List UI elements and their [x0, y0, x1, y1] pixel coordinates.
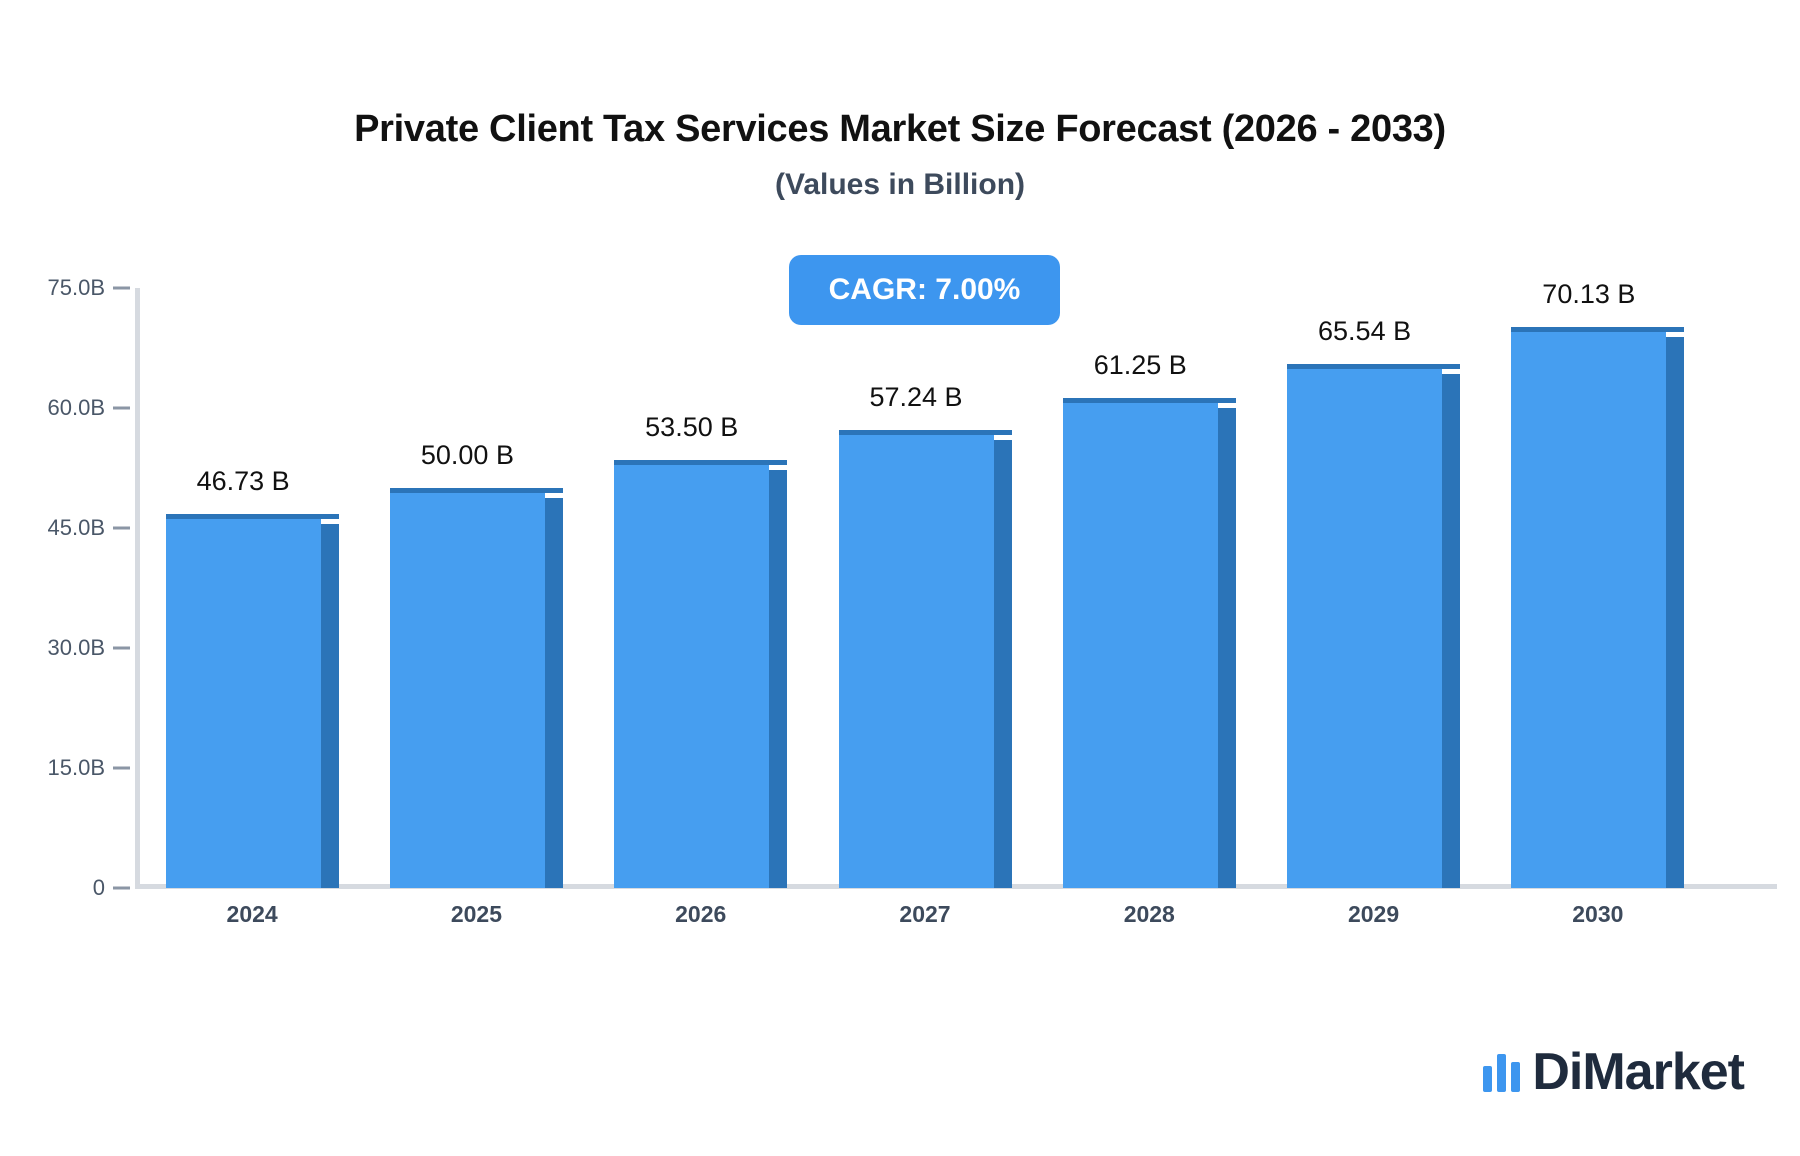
bar-2026[interactable]	[614, 460, 788, 888]
bar-2024[interactable]	[165, 514, 339, 888]
y-axis-tick-mark	[113, 526, 130, 530]
y-axis-tick-mark	[113, 646, 130, 650]
bar-side-face	[1217, 408, 1236, 888]
y-axis-tick-label: 0	[92, 875, 105, 900]
brand-logo-text: DiMarket	[1532, 1043, 1745, 1101]
x-axis-tick-label-2026: 2026	[675, 901, 727, 927]
bar-front-face	[389, 488, 545, 888]
bar-side-face	[993, 440, 1012, 888]
y-axis-tick-label: 15.0B	[47, 755, 106, 780]
x-axis-tick-label-2024: 2024	[226, 901, 278, 927]
bar-top-edge	[389, 488, 563, 493]
bar-2027[interactable]	[838, 430, 1012, 888]
y-axis-tick-mark	[113, 766, 130, 770]
x-axis-tick-label-2025: 2025	[450, 901, 502, 927]
y-axis-tick-mark	[113, 286, 130, 290]
bar-top-edge	[1287, 363, 1461, 369]
bar-front-face	[165, 514, 321, 888]
x-axis-tick-label-2029: 2029	[1347, 901, 1400, 927]
bar-side-face	[320, 524, 339, 888]
x-axis-tick-label-2027: 2027	[899, 901, 951, 927]
plot-area	[135, 288, 1705, 888]
bar-value-label-2025: 50.00 B	[420, 440, 514, 470]
y-axis-tick-mark	[113, 886, 130, 890]
bar-2025[interactable]	[389, 488, 563, 888]
bar-side-face	[1666, 336, 1685, 888]
bar-top-edge	[838, 430, 1012, 436]
bar-2028[interactable]	[1062, 398, 1236, 888]
bar-front-face	[1511, 326, 1667, 888]
y-axis-tick-label: 45.0B	[47, 515, 106, 540]
bar-side-face	[544, 498, 563, 888]
bar-top-edge	[1062, 398, 1236, 403]
page-title: Private Client Tax Services Market Size …	[354, 108, 1446, 150]
bar-front-face	[838, 430, 994, 888]
bar-front-face	[1062, 398, 1218, 888]
x-axis-tick-label-2030: 2030	[1572, 901, 1624, 927]
y-axis-tick-mark	[113, 406, 130, 410]
y-axis-line	[135, 288, 140, 889]
bar-value-label-2029: 65.54 B	[1318, 315, 1412, 346]
brand-logo: DiMarket	[1483, 1043, 1745, 1101]
bar-value-label-2027: 57.24 B	[869, 382, 963, 413]
y-axis-tick-label: 75.0B	[47, 275, 106, 300]
bar-value-label-2030: 70.13 B	[1542, 278, 1636, 309]
y-axis-tick-label: 30.0B	[47, 635, 106, 660]
bar-2029[interactable]	[1287, 363, 1461, 888]
bar-top-edge	[1511, 326, 1685, 332]
bar-value-label-2024: 46.73 B	[196, 466, 290, 497]
bar-side-face	[1442, 373, 1461, 888]
bar-side-face	[769, 470, 788, 888]
bar-front-face	[1287, 363, 1443, 888]
bar-top-edge	[165, 514, 339, 520]
bar-value-label-2026: 53.50 B	[645, 412, 739, 442]
bar-front-face	[614, 460, 770, 888]
bar-2030[interactable]	[1511, 326, 1685, 888]
cagr-badge: CAGR: 7.00%	[789, 255, 1060, 325]
bar-chart-icon	[1483, 1052, 1521, 1092]
x-axis-tick-label-2028: 2028	[1123, 901, 1175, 927]
y-axis-tick-label: 60.0B	[47, 395, 106, 420]
bar-top-edge	[614, 460, 788, 465]
cagr-badge-label: CAGR: 7.00%	[828, 273, 1021, 306]
bar-value-label-2028: 61.25 B	[1093, 350, 1187, 380]
chart-subtitle: (Values in Billion)	[774, 168, 1026, 201]
